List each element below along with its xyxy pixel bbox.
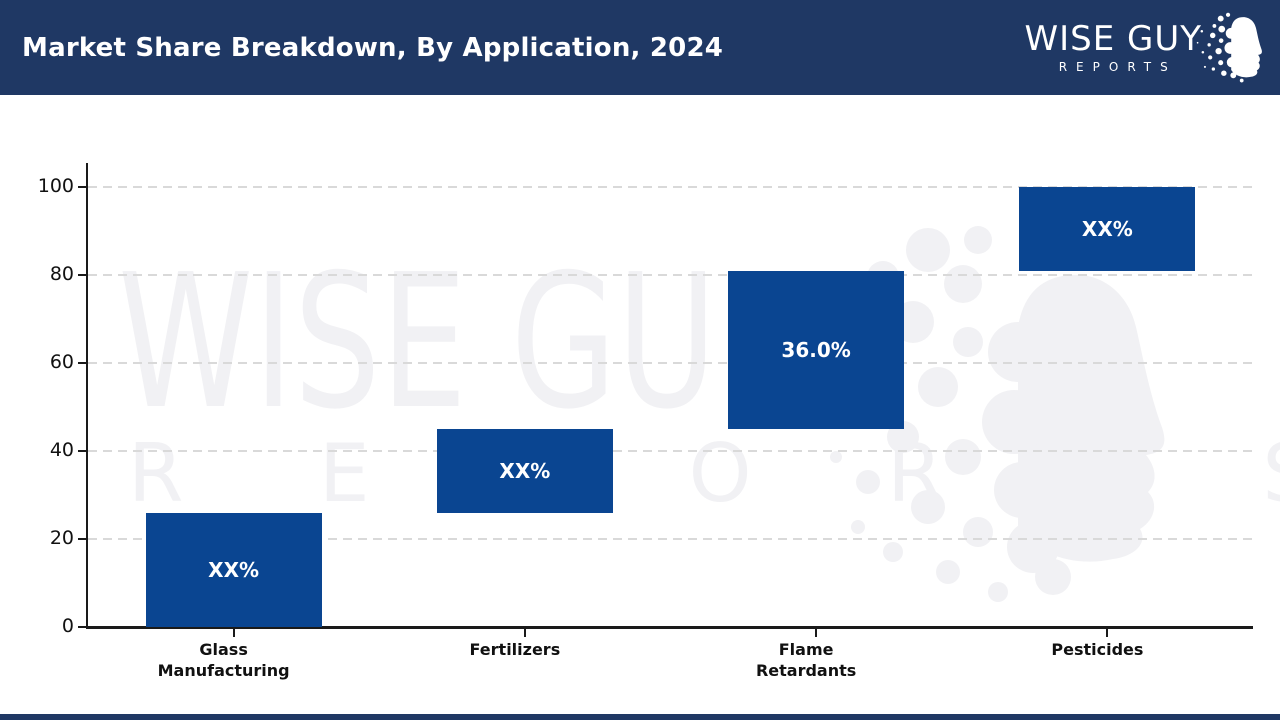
bar-value-label: XX% bbox=[499, 458, 551, 483]
y-tick-label: 80 bbox=[49, 263, 74, 285]
x-category-label: Fertilizers bbox=[469, 640, 561, 659]
y-tick-label: 40 bbox=[49, 439, 74, 461]
x-tick-mark bbox=[523, 629, 526, 637]
gridline-y80 bbox=[88, 274, 1253, 276]
bar-value-label: 36.0% bbox=[781, 337, 851, 362]
logo-text: WISE GUY REPORTS bbox=[1024, 22, 1202, 73]
bar-pesticides: XX% bbox=[1019, 187, 1196, 271]
x-category-label: Flame Retardants bbox=[755, 640, 857, 680]
y-tick-mark bbox=[78, 362, 86, 364]
x-category-label: Pesticides bbox=[1051, 640, 1144, 659]
logo-brand-name: WISE GUY bbox=[1024, 19, 1202, 59]
bar-flame-retardants: 36.0% bbox=[728, 270, 905, 429]
header-band: Market Share Breakdown, By Application, … bbox=[0, 0, 1280, 95]
footer-band bbox=[0, 714, 1280, 720]
y-tick-mark bbox=[78, 186, 86, 188]
watermark-text-line1: WISE GU bbox=[118, 234, 717, 450]
logo-brand-subtitle: REPORTS bbox=[1058, 60, 1177, 74]
bar-fertilizers: XX% bbox=[436, 429, 613, 513]
bar-glass-manufacturing: XX% bbox=[145, 512, 322, 627]
x-category-label: Glass Manufacturing bbox=[157, 640, 290, 680]
y-tick-label: 100 bbox=[37, 175, 74, 197]
x-tick-mark bbox=[815, 629, 818, 637]
x-axis-line bbox=[88, 626, 1253, 629]
y-tick-label: 60 bbox=[49, 351, 74, 373]
gridline-y20 bbox=[88, 538, 1253, 540]
gridline-y100 bbox=[88, 186, 1253, 188]
wise-guy-reports-logo: WISE GUY REPORTS bbox=[1024, 6, 1280, 90]
bar-value-label: XX% bbox=[1081, 216, 1133, 241]
y-tick-mark bbox=[78, 450, 86, 452]
y-tick-mark bbox=[78, 274, 86, 276]
dotted-head-logo-icon bbox=[1196, 12, 1262, 82]
gridline-y40 bbox=[88, 450, 1253, 452]
y-tick-label: 20 bbox=[49, 527, 74, 549]
y-tick-mark bbox=[78, 538, 86, 540]
y-axis-line bbox=[86, 163, 88, 629]
bar-value-label: XX% bbox=[208, 557, 260, 582]
gridline-y60 bbox=[88, 362, 1253, 364]
chart-title: Market Share Breakdown, By Application, … bbox=[22, 32, 724, 63]
x-tick-mark bbox=[1106, 629, 1109, 637]
y-tick-label: 0 bbox=[61, 615, 74, 637]
x-tick-mark bbox=[232, 629, 235, 637]
y-tick-mark bbox=[78, 626, 86, 628]
